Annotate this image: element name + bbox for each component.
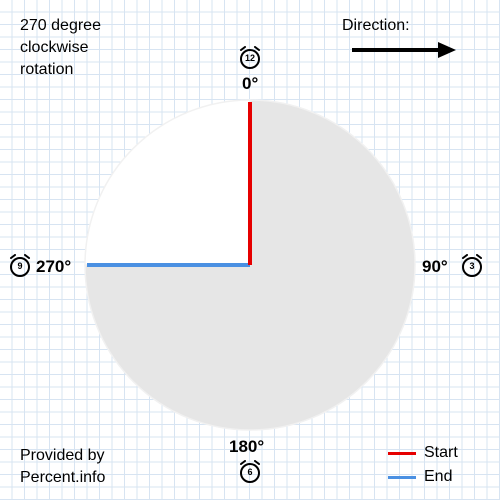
clock-top-icon: 12 bbox=[238, 46, 262, 70]
legend-start-swatch bbox=[388, 452, 416, 455]
legend-end-swatch bbox=[388, 476, 416, 479]
clock-left-num: 9 bbox=[17, 261, 22, 271]
title-line-2: clockwise bbox=[20, 38, 88, 59]
angle-bottom-label: 180° bbox=[229, 436, 264, 458]
angle-top-label: 0° bbox=[242, 73, 258, 95]
clock-right-num: 3 bbox=[469, 261, 474, 271]
clock-bottom-num: 6 bbox=[247, 467, 252, 477]
clock-top-num: 12 bbox=[245, 53, 255, 63]
title-line-3: rotation bbox=[20, 60, 73, 81]
provided-line-1: Provided by bbox=[20, 446, 105, 467]
clock-right-icon: 3 bbox=[460, 254, 484, 278]
clock-bottom-icon: 6 bbox=[238, 460, 262, 484]
legend-start-label: Start bbox=[424, 443, 458, 464]
provided-line-2: Percent.info bbox=[20, 468, 105, 489]
angle-right-label: 90° bbox=[422, 256, 448, 278]
clock-left-icon: 9 bbox=[8, 254, 32, 278]
title-line-1: 270 degree bbox=[20, 16, 101, 37]
direction-label: Direction: bbox=[342, 16, 410, 37]
angle-left-label: 270° bbox=[36, 256, 71, 278]
direction-arrow-icon bbox=[350, 40, 460, 60]
legend-end-label: End bbox=[424, 467, 452, 488]
